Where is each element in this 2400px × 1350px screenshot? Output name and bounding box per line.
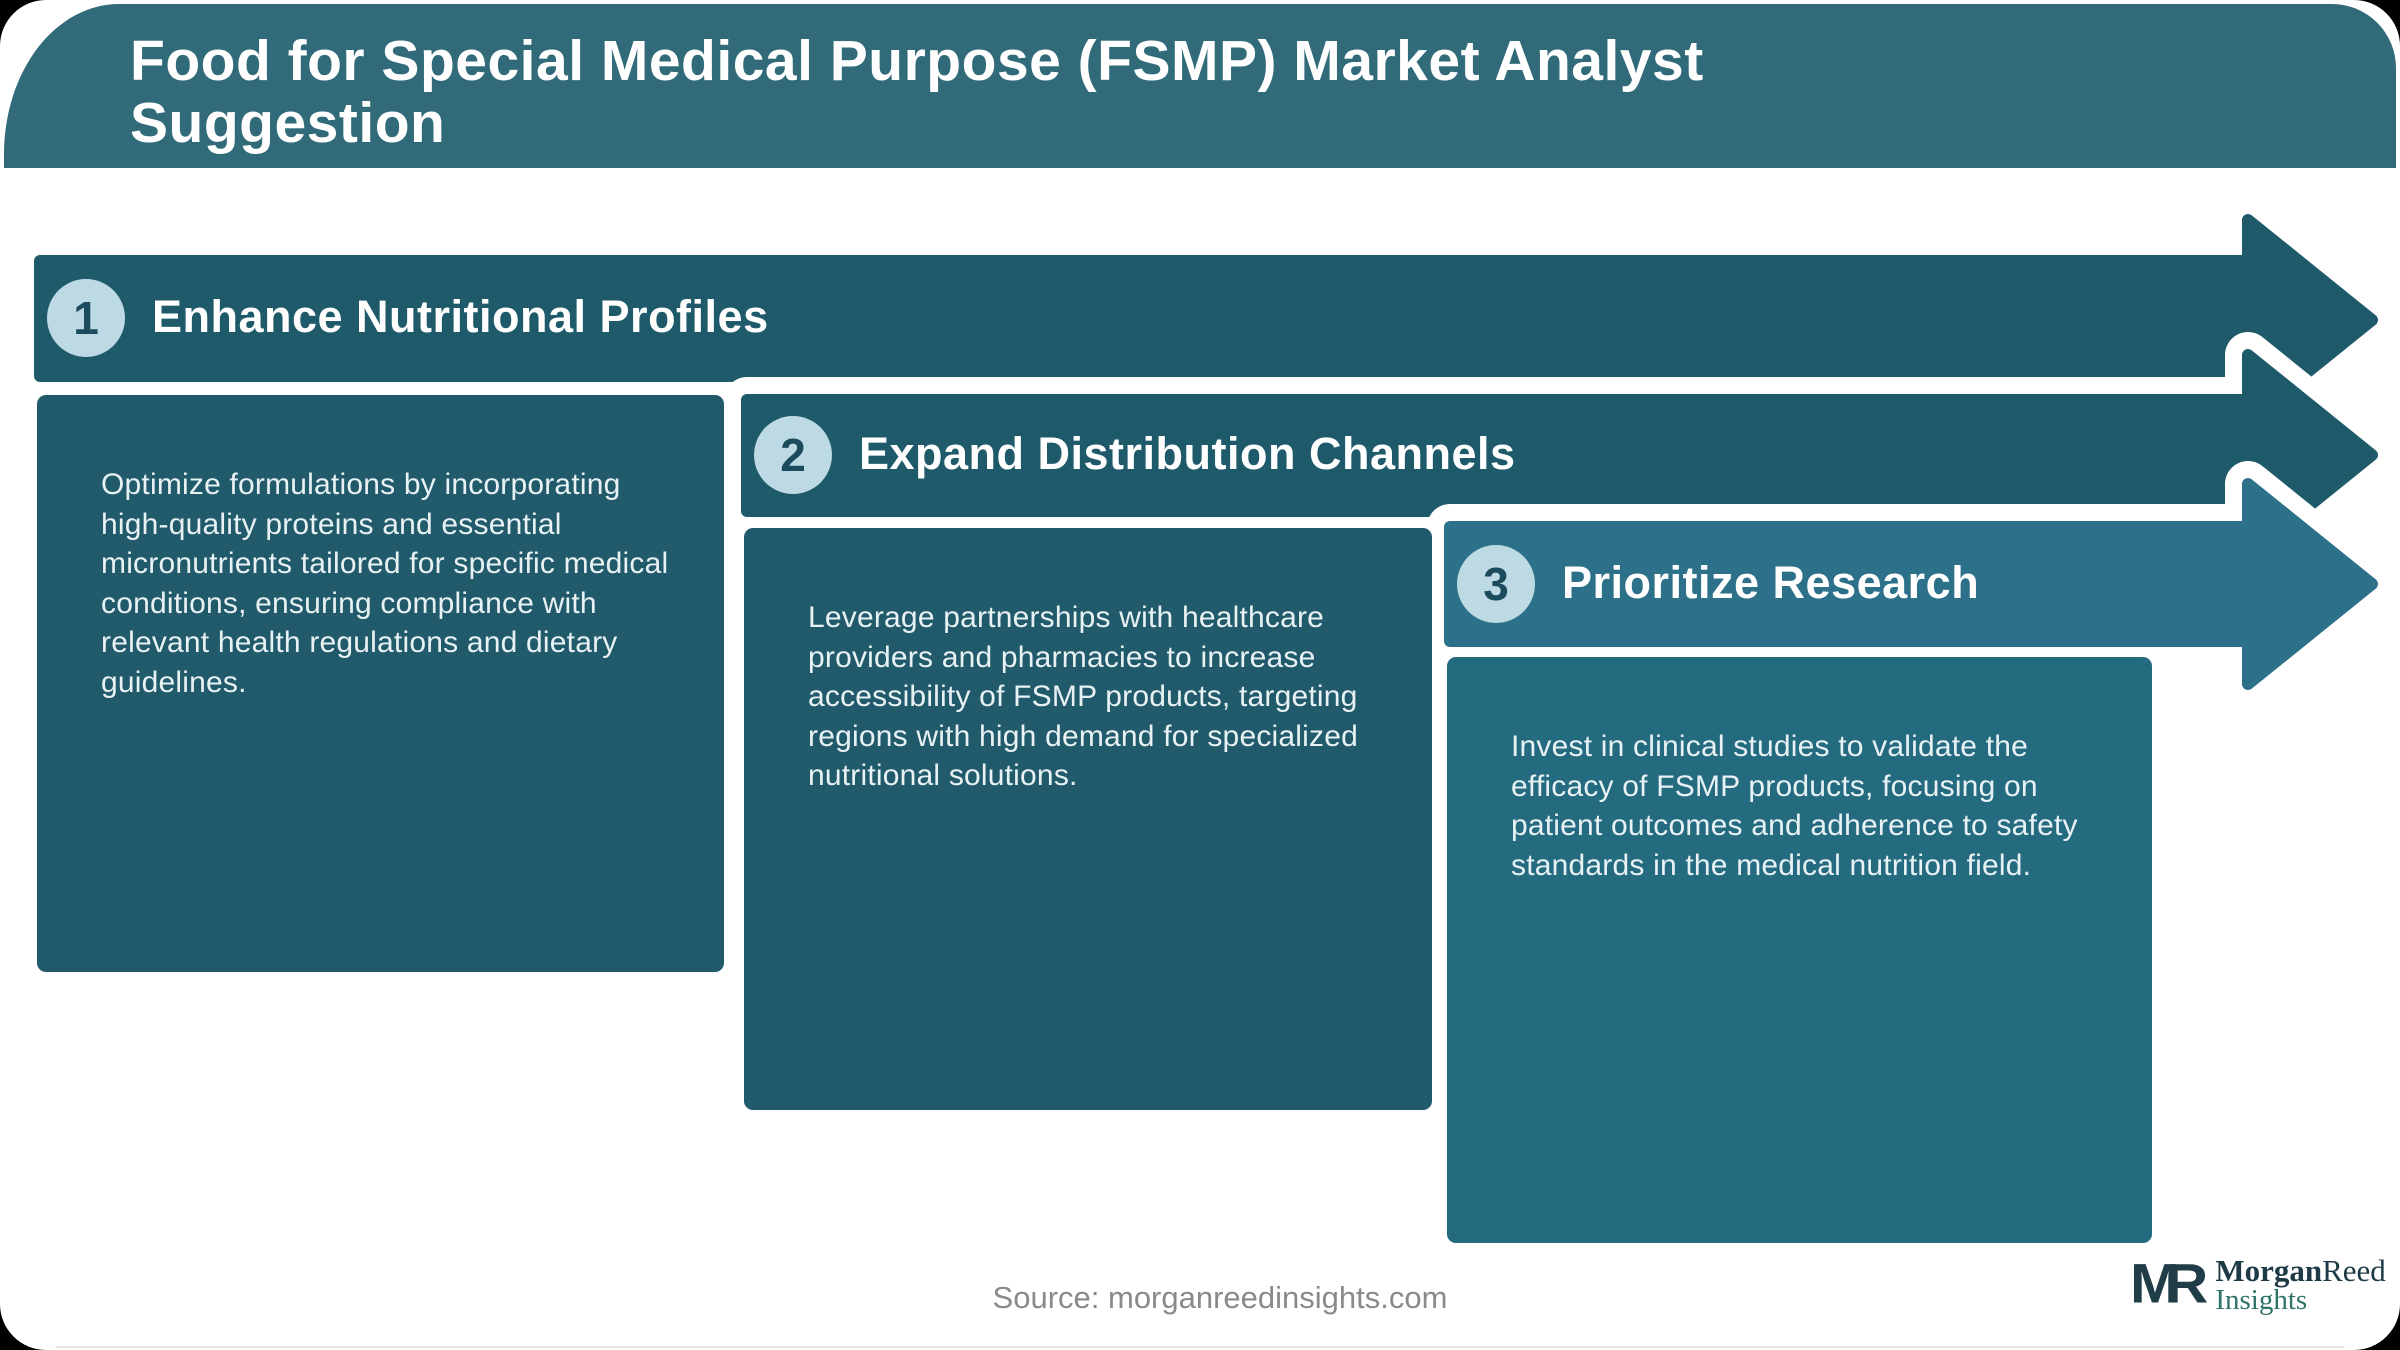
step-2-label: Expand Distribution Channels <box>859 428 1516 479</box>
bottom-edge-line <box>56 1346 2344 1348</box>
monogram-r: R <box>2164 1252 2209 1315</box>
mr-monogram-icon: M R <box>2130 1252 2209 1315</box>
step-3-number-badge: 3 <box>1457 545 1535 623</box>
logo-name-morgan: Morgan <box>2215 1253 2323 1288</box>
logo-subtitle: Insights <box>2215 1284 2308 1316</box>
logo-company-name: MorganReed <box>2215 1253 2386 1288</box>
step-1-number-badge: 1 <box>47 279 125 357</box>
logo-wordmark: MorganReed Insights <box>2215 1253 2386 1316</box>
logo-name-reed: Reed <box>2322 1253 2386 1288</box>
step-3-label: Prioritize Research <box>1562 557 1980 608</box>
step-3-number: 3 <box>1483 558 1509 610</box>
step-1-label: Enhance Nutritional Profiles <box>152 291 769 342</box>
step-1-description-box: Optimize formulations by incorporating h… <box>37 395 724 972</box>
step-3-description: Invest in clinical studies to validate t… <box>1511 730 2078 882</box>
morganreed-logo: M R MorganReed Insights <box>2130 1252 2386 1326</box>
step-1-number: 1 <box>73 292 99 344</box>
step-2-number: 2 <box>780 429 806 481</box>
monogram-m: M <box>2130 1252 2180 1315</box>
arrow-1-shape <box>34 214 2378 426</box>
step-2-description-box: Leverage partnerships with healthcare pr… <box>744 528 1432 1110</box>
step-1-description: Optimize formulations by incorporating h… <box>101 468 669 699</box>
step-2-description: Leverage partnerships with healthcare pr… <box>808 601 1358 792</box>
header-band: Food for Special Medical Purpose (FSMP) … <box>4 4 2396 168</box>
step-2-number-badge: 2 <box>754 416 832 494</box>
source-attribution: Source: morganreedinsights.com <box>992 1280 1448 1315</box>
arrow-3-shape <box>1444 478 2378 690</box>
step-3-description-box: Invest in clinical studies to validate t… <box>1447 657 2152 1243</box>
page-title: Food for Special Medical Purpose (FSMP) … <box>130 29 1704 155</box>
